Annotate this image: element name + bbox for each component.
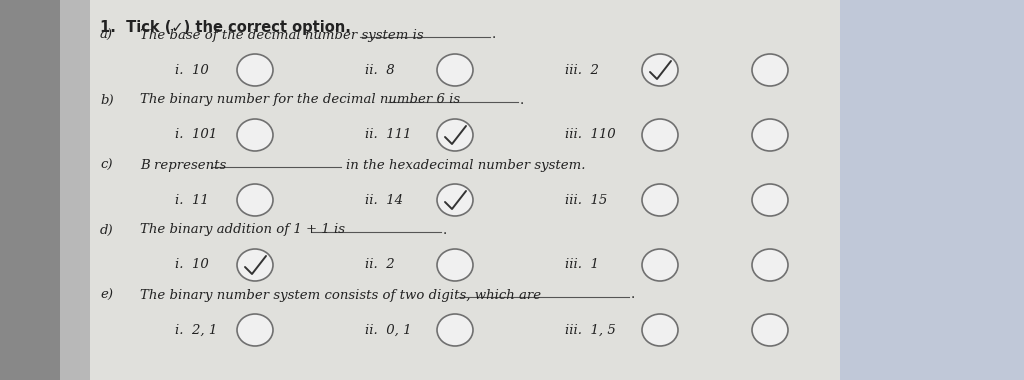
Text: The binary number for the decimal number 6 is: The binary number for the decimal number… (140, 93, 460, 106)
Text: ii.  111: ii. 111 (365, 128, 412, 141)
Ellipse shape (642, 119, 678, 151)
Ellipse shape (237, 249, 273, 281)
Ellipse shape (437, 54, 473, 86)
Ellipse shape (642, 249, 678, 281)
Ellipse shape (237, 184, 273, 216)
Text: .: . (519, 93, 523, 106)
FancyBboxPatch shape (60, 0, 90, 380)
Text: d): d) (100, 223, 114, 236)
Ellipse shape (237, 119, 273, 151)
Text: iii.  2: iii. 2 (565, 63, 599, 76)
Text: .: . (492, 28, 497, 41)
Ellipse shape (752, 314, 788, 346)
Ellipse shape (752, 119, 788, 151)
Text: The binary number system consists of two digits, which are: The binary number system consists of two… (140, 288, 541, 301)
Ellipse shape (752, 249, 788, 281)
Text: iii.  15: iii. 15 (565, 193, 607, 206)
Text: ii.  2: ii. 2 (365, 258, 394, 271)
Text: B represents: B represents (140, 158, 226, 171)
FancyBboxPatch shape (0, 0, 60, 380)
Text: iii.  1: iii. 1 (565, 258, 599, 271)
Text: .: . (631, 288, 635, 301)
Text: in the hexadecimal number system.: in the hexadecimal number system. (346, 158, 586, 171)
Text: ii.  0, 1: ii. 0, 1 (365, 323, 412, 337)
Text: i.  10: i. 10 (175, 258, 209, 271)
Text: ii.  14: ii. 14 (365, 193, 403, 206)
Text: i.  2, 1: i. 2, 1 (175, 323, 217, 337)
FancyBboxPatch shape (840, 0, 1024, 380)
Text: iii.  1, 5: iii. 1, 5 (565, 323, 615, 337)
Text: The binary addition of 1 + 1 is: The binary addition of 1 + 1 is (140, 223, 345, 236)
Ellipse shape (752, 184, 788, 216)
Ellipse shape (642, 184, 678, 216)
Ellipse shape (237, 54, 273, 86)
Ellipse shape (752, 54, 788, 86)
Ellipse shape (437, 249, 473, 281)
Text: c): c) (100, 158, 113, 171)
Text: 1.  Tick (✓) the correct option.: 1. Tick (✓) the correct option. (100, 20, 351, 35)
Ellipse shape (642, 314, 678, 346)
Text: i.  10: i. 10 (175, 63, 209, 76)
Ellipse shape (437, 184, 473, 216)
Text: i.  101: i. 101 (175, 128, 217, 141)
Text: a): a) (100, 28, 113, 41)
FancyBboxPatch shape (90, 0, 840, 380)
Ellipse shape (437, 119, 473, 151)
Text: b): b) (100, 93, 114, 106)
Text: iii.  110: iii. 110 (565, 128, 615, 141)
Text: ii.  8: ii. 8 (365, 63, 394, 76)
Ellipse shape (642, 54, 678, 86)
Text: .: . (442, 223, 446, 236)
Text: e): e) (100, 288, 113, 301)
Ellipse shape (437, 314, 473, 346)
Ellipse shape (237, 314, 273, 346)
Text: i.  11: i. 11 (175, 193, 209, 206)
Text: The base of the decimal number system is: The base of the decimal number system is (140, 28, 424, 41)
